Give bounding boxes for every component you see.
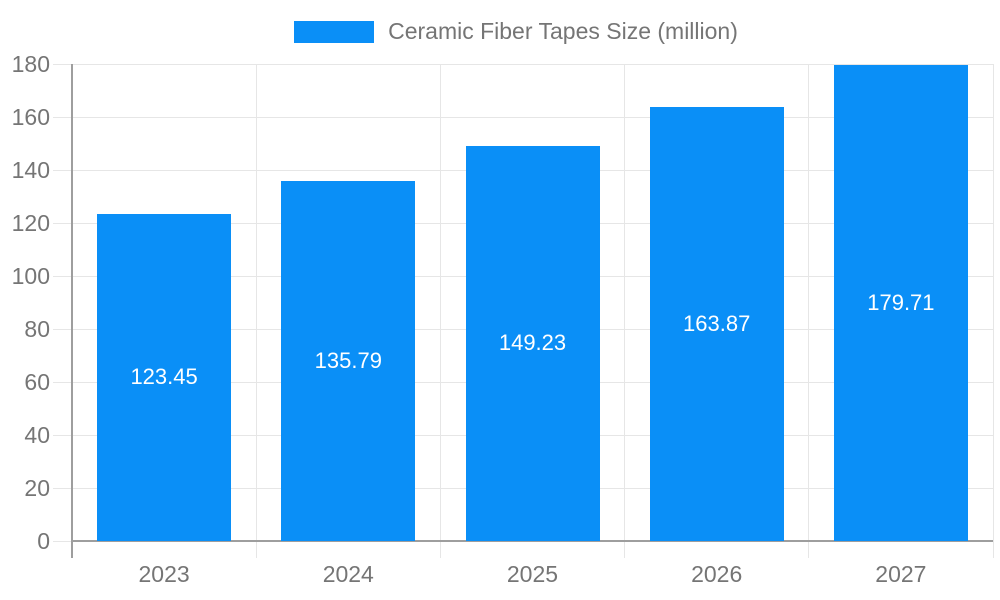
y-axis-label: 60	[24, 369, 50, 395]
bar-value-label: 163.87	[683, 310, 751, 336]
y-tick	[53, 487, 72, 489]
legend[interactable]: Ceramic Fiber Tapes Size (million)	[32, 18, 1000, 45]
y-tick	[53, 381, 72, 383]
bar-2026[interactable]	[649, 106, 784, 541]
gridline-v	[624, 64, 626, 541]
y-tick	[53, 275, 72, 277]
y-tick	[53, 540, 72, 542]
y-tick	[53, 434, 72, 436]
gridline-v	[808, 64, 810, 541]
bar-value-label: 135.79	[314, 348, 382, 374]
bar-2027[interactable]	[833, 64, 968, 541]
y-axis-label: 0	[37, 528, 50, 554]
y-axis-label: 140	[11, 157, 50, 183]
bar-value-label: 123.45	[130, 364, 198, 390]
y-axis-label: 160	[11, 104, 50, 130]
y-axis-label: 80	[24, 316, 50, 342]
x-tick	[439, 541, 441, 558]
gridline-h	[72, 116, 993, 118]
y-axis-label: 180	[11, 51, 50, 77]
x-axis-label: 2023	[138, 561, 190, 587]
x-axis-label: 2025	[506, 561, 559, 587]
y-tick	[53, 116, 72, 118]
x-tick	[808, 541, 810, 558]
x-axis-label: 2026	[691, 561, 743, 587]
x-axis-line	[72, 540, 993, 542]
legend-label: Ceramic Fiber Tapes Size (million)	[388, 18, 738, 44]
bar-value-label: 149.23	[498, 330, 567, 356]
y-axis-label: 120	[11, 210, 50, 236]
y-axis-label: 20	[24, 475, 50, 501]
y-tick	[53, 222, 72, 224]
bar-2025[interactable]	[465, 145, 600, 541]
x-tick	[255, 541, 257, 558]
x-axis-label: 2027	[875, 561, 927, 587]
x-tick	[624, 541, 626, 558]
x-tick	[992, 541, 994, 558]
y-axis-label: 100	[11, 263, 50, 289]
bar-value-label: 179.71	[867, 289, 935, 315]
y-axis-label: 40	[24, 422, 50, 448]
bar-2023[interactable]	[97, 213, 232, 541]
bar-2024[interactable]	[281, 181, 416, 541]
gridline-h	[72, 63, 993, 65]
x-axis-label: 2024	[322, 561, 374, 587]
gridline-v	[992, 64, 994, 541]
legend-swatch	[294, 20, 375, 43]
gridline-v	[439, 64, 441, 541]
gridline-v	[255, 64, 257, 541]
y-tick	[53, 63, 72, 65]
y-axis-line	[71, 64, 73, 558]
y-tick	[53, 169, 72, 171]
y-tick	[53, 328, 72, 330]
